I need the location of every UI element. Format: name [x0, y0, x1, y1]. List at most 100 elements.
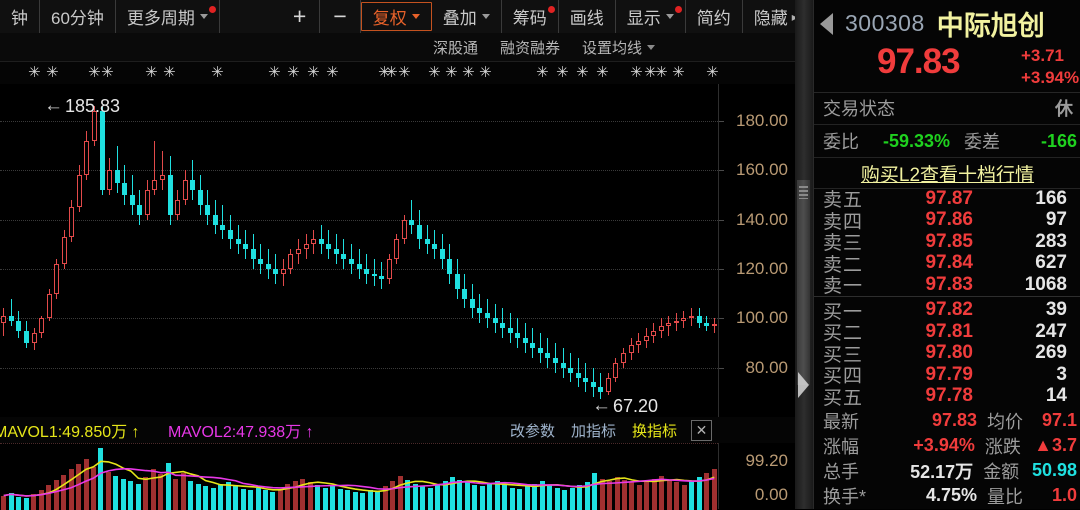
shenzhen-connect-label: 深股通 — [432, 39, 478, 57]
price-candlestick-chart[interactable]: ← 185.83 ← 67.20 — [0, 84, 718, 417]
switch-indicator-button[interactable]: 换指标 — [631, 422, 677, 440]
add-indicator-button[interactable]: 加指标 — [570, 422, 616, 440]
set-moving-average[interactable]: 设置均线 — [582, 37, 655, 58]
candle-body — [689, 315, 695, 319]
quote-stat-label: 金额 — [983, 461, 1020, 482]
order-book-price: 97.84 — [925, 252, 973, 274]
change-percent: +3.94% — [1021, 68, 1080, 87]
y-axis-tickmark — [719, 318, 724, 320]
volume-bar — [509, 487, 515, 510]
candlestick — [643, 328, 649, 348]
candlestick — [658, 318, 664, 339]
splitter-collapse-icon[interactable] — [798, 372, 809, 398]
zoom-in-button[interactable]: + — [280, 0, 321, 33]
candle-body — [522, 338, 528, 343]
candle-body — [492, 318, 498, 324]
close-icon[interactable]: ✕ — [691, 419, 712, 441]
volume-bar — [360, 492, 366, 510]
candle-body — [318, 239, 324, 245]
volume-bar — [539, 481, 545, 510]
volume-bar — [636, 485, 642, 510]
order-book-row-bid[interactable]: 买四 97.79 3 — [814, 363, 1080, 388]
candle-body — [107, 170, 113, 191]
candle-body — [1, 315, 7, 324]
order-book-row-bid[interactable]: 买三 97.80 269 — [814, 342, 1080, 366]
order-book-row-bid[interactable]: 买五 97.78 14 — [814, 385, 1080, 409]
panel-splitter[interactable] — [795, 0, 813, 509]
adjust-price-button[interactable]: 复权 — [360, 2, 432, 31]
draw-line-button[interactable]: 画线 — [559, 0, 616, 33]
candlestick — [69, 199, 75, 242]
splitter-grip-icon[interactable] — [799, 186, 808, 199]
candle-body — [447, 259, 453, 274]
display-button[interactable]: 显示 — [616, 0, 686, 33]
more-periods[interactable]: 更多周期 — [116, 0, 220, 33]
candle-body — [137, 204, 143, 215]
volume-bar — [61, 474, 67, 510]
volume-bar — [412, 483, 418, 510]
candle-body — [76, 175, 82, 208]
buy-l2-link[interactable]: 购买L2查看十档行情 — [814, 158, 1080, 189]
candle-body — [560, 362, 566, 368]
candlestick — [23, 320, 29, 348]
candle-body — [167, 175, 173, 215]
zoom-out-button[interactable]: − — [320, 0, 361, 33]
candlestick — [537, 333, 543, 363]
volume-bar — [435, 485, 441, 510]
shenzhen-connect[interactable]: 深股通 — [433, 37, 478, 58]
volume-bar — [277, 489, 283, 510]
event-marker: ✳ — [556, 64, 569, 81]
volume-chart[interactable] — [0, 443, 718, 510]
order-book-row-ask[interactable]: 卖一 97.83 1068 — [814, 273, 1080, 298]
change-params-button[interactable]: 改参数 — [509, 422, 555, 440]
order-book-row-ask[interactable]: 卖二 97.84 627 — [814, 252, 1080, 276]
event-marker: ✳ — [576, 64, 589, 81]
period-minute-partial[interactable]: 钟 — [0, 0, 40, 33]
event-marker: ✳ — [462, 64, 475, 81]
volume-bar — [330, 486, 336, 510]
order-book: 卖五 97.87 166 卖四 97.86 97 卖三 97.85 283 卖二 97.84 627 卖… — [814, 188, 1080, 409]
quote-stat-value: ▲3.7 — [1034, 435, 1077, 455]
order-book-row-bid[interactable]: 买二 97.81 247 — [814, 321, 1080, 345]
volume-bar — [666, 479, 672, 510]
simple-mode-button[interactable]: 简约 — [686, 0, 743, 33]
margin-trading[interactable]: 融资融券 — [500, 37, 560, 58]
splitter-thumb[interactable] — [797, 180, 810, 385]
overlay-button[interactable]: 叠加 — [432, 0, 502, 33]
candlestick — [704, 315, 710, 331]
candlestick — [46, 288, 52, 321]
volume-bar — [203, 486, 209, 510]
quote-stat-label: 最新 — [823, 411, 859, 432]
volume-bar — [337, 489, 343, 510]
candle-body — [144, 190, 150, 215]
order-book-row-bid[interactable]: 买一 97.82 39 — [814, 299, 1080, 323]
volume-bar — [16, 496, 22, 510]
candle-body — [575, 372, 581, 378]
chips-button[interactable]: 筹码 — [502, 0, 559, 33]
back-arrow-icon[interactable] — [820, 12, 833, 35]
order-book-price: 97.86 — [925, 209, 973, 231]
order-book-row-ask[interactable]: 卖三 97.85 283 — [814, 231, 1080, 255]
candlestick — [371, 259, 377, 287]
candle-body — [537, 347, 543, 353]
order-book-volume: 3 — [1056, 363, 1067, 385]
y-axis-tickmark — [719, 219, 724, 221]
volume-bar — [128, 481, 134, 510]
event-marker: ✳ — [655, 64, 668, 81]
candlestick — [454, 259, 460, 299]
quote-stat-value: 4.75% — [925, 485, 977, 505]
order-book-row-ask[interactable]: 卖四 97.86 97 — [814, 209, 1080, 233]
order-book-row-ask[interactable]: 卖五 97.87 166 — [814, 188, 1080, 212]
candle-body — [31, 333, 37, 343]
candle-body — [311, 239, 317, 245]
order-book-price: 97.79 — [925, 363, 973, 385]
volume-bar — [225, 482, 231, 510]
order-book-level-label: 买三 — [823, 344, 864, 366]
volume-bar — [547, 485, 553, 510]
volume-bar — [651, 478, 657, 510]
candle-body — [288, 254, 294, 269]
volume-bar — [120, 478, 126, 510]
order-book-volume: 1068 — [1024, 273, 1067, 295]
order-book-level-label: 卖五 — [823, 190, 864, 212]
period-60min[interactable]: 60分钟 — [40, 0, 116, 33]
